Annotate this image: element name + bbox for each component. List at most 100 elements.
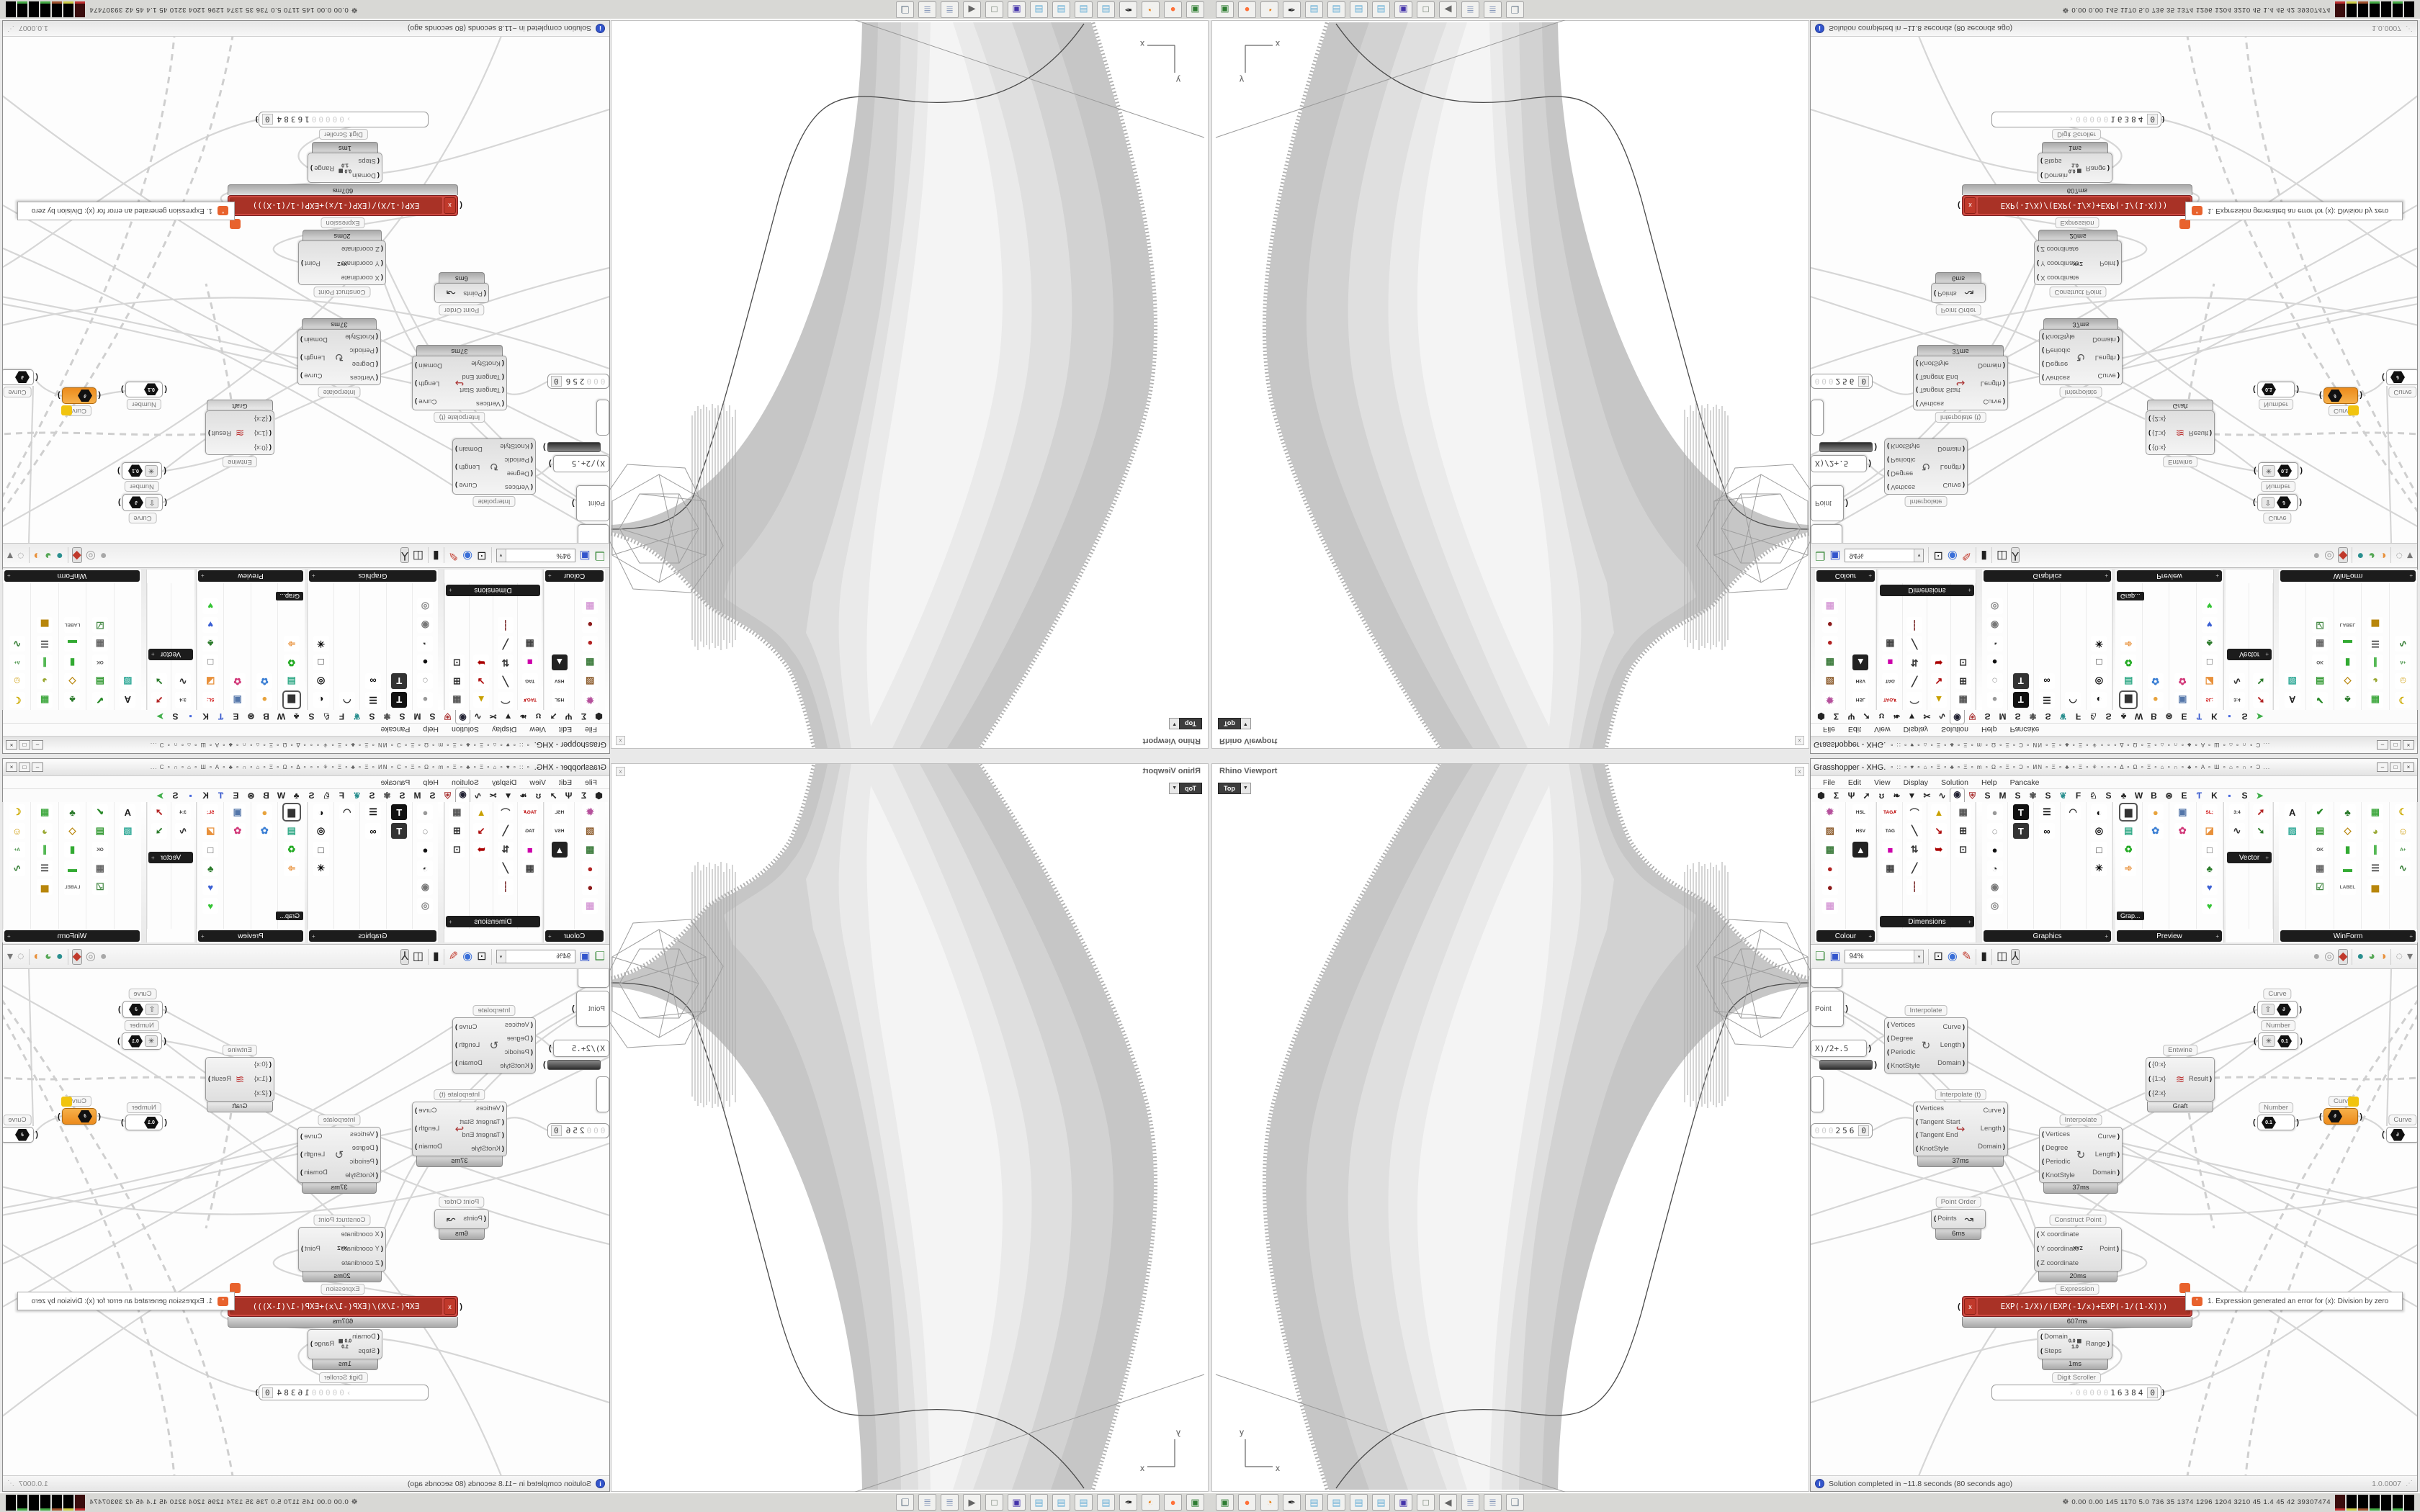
tab-plugin[interactable]: B (2151, 711, 2157, 721)
tab-plugin[interactable]: ♣ (2120, 791, 2127, 801)
component-body[interactable]: VerticesDegreePeriodicKnotStyleCurveLeng… (2039, 1127, 2123, 1183)
OK-icon[interactable]: OK (2312, 842, 2329, 858)
HSV-icon[interactable]: HSV (551, 823, 568, 839)
curve-param[interactable]: Curve⇧∂ (122, 494, 163, 523)
tab-surface[interactable]: ❧ (1893, 711, 1901, 721)
component-icon[interactable]: ✿ (2174, 823, 2191, 839)
tab-surface[interactable]: ❧ (1893, 791, 1901, 801)
close-icon[interactable]: x (616, 767, 625, 776)
green-ball-icon[interactable]: ◕ (45, 549, 52, 562)
chevron-down-icon[interactable]: ▾ (2406, 549, 2413, 562)
view-name[interactable]: Top (1179, 783, 1202, 794)
input-port[interactable]: Periodic (350, 1158, 379, 1166)
component-icon[interactable]: ● (256, 692, 273, 708)
close-button[interactable]: × (2403, 762, 2414, 772)
input-port[interactable]: Vertices (1887, 484, 1915, 492)
shaded-preview-icon[interactable]: ● (99, 549, 107, 562)
tab-plugin[interactable]: ➤ (2256, 711, 2264, 721)
interpolate-component[interactable]: InterpolateVerticesDegreePeriodicKnotSty… (1884, 438, 1968, 507)
component-body[interactable]: VerticesDegreePeriodicKnotStyleCurveLeng… (1884, 1017, 1968, 1074)
input-port[interactable]: Degree (507, 1035, 533, 1043)
component-icon[interactable]: ╲ (497, 673, 514, 689)
curve-param[interactable]: Curve⇧∂ (122, 989, 163, 1018)
component-icon[interactable]: ✹ (1821, 804, 1838, 820)
tab-plugin[interactable]: ❦ (2059, 791, 2067, 801)
panel-expand-icon[interactable]: + (2215, 572, 2219, 580)
tab-plugin[interactable]: S (2105, 791, 2112, 801)
interpolate-t-component[interactable]: Interpolate (t)VerticesTangent StartTang… (1913, 345, 2008, 423)
zoom-select[interactable]: 94% ▾ (496, 549, 575, 562)
tab-vector[interactable]: ➚ (550, 791, 557, 801)
component-icon[interactable]: ▨ (1821, 673, 1838, 689)
component-icon[interactable]: ♣ (202, 860, 219, 876)
menu-item-help[interactable]: Help (423, 725, 439, 734)
point-order-component[interactable]: Point OrderPoints↝6ms (434, 272, 489, 315)
dark-slider[interactable] (1819, 442, 1873, 452)
input-port[interactable]: Z coordinate (341, 245, 383, 253)
tab-plugin[interactable]: ▪ (2228, 711, 2231, 721)
output-port[interactable]: Domain (1978, 1143, 2005, 1151)
point-param[interactable]: Point (576, 485, 609, 521)
curve-param-clipped[interactable]: Curve∂ (2386, 1115, 2417, 1143)
panel-label-winform[interactable]: WinForm + (4, 570, 140, 582)
panel-label-preview[interactable]: Preview + (198, 930, 303, 942)
tab-plugin[interactable]: S (399, 711, 405, 721)
component-icon[interactable]: ➥ (1930, 654, 1947, 670)
component-icon[interactable]: ♥ (202, 598, 219, 614)
component-icon[interactable]: ⌒ (497, 692, 514, 708)
viewport-view-button[interactable]: Top ▼ (1169, 783, 1202, 794)
tab-plugin[interactable]: ♘ (2089, 791, 2097, 801)
component-body[interactable]: VerticesDegreePeriodicKnotStyleCurveLeng… (2039, 329, 2123, 385)
clipped-box[interactable] (596, 1076, 609, 1112)
canvas[interactable]: PointInterpolateVerticesDegreePeriodicKn… (1811, 969, 2417, 1477)
component-icon[interactable]: ⇅ (1906, 842, 1923, 858)
component-icon[interactable]: ╱ (1906, 636, 1923, 652)
input-port[interactable]: Z coordinate (2037, 1260, 2079, 1267)
menu-item-edit[interactable]: Edit (1847, 725, 1862, 734)
component-icon[interactable]: ◌ (1986, 823, 2003, 839)
speaker-icon[interactable]: ◀ (963, 1, 981, 18)
tab-plugin[interactable]: ▪ (189, 791, 192, 801)
component-body[interactable]: Points↝ (434, 1209, 489, 1229)
component-icon[interactable]: □ (2201, 654, 2218, 670)
input-port[interactable]: Tangent End (1916, 1132, 1958, 1139)
component-icon[interactable]: ▦ (91, 636, 108, 652)
tab-plugin[interactable]: S (369, 791, 375, 801)
output-port[interactable]: Range (310, 1340, 334, 1348)
output-port[interactable]: Curve (455, 1023, 477, 1031)
component-icon[interactable]: ∿ (175, 823, 191, 839)
wire[interactable] (3, 1142, 609, 1215)
digit-last[interactable]: 0 (262, 114, 273, 125)
window-icon[interactable]: ❏ (896, 1, 914, 18)
tab-plugin[interactable]: F (339, 711, 345, 721)
output-port[interactable]: Domain (1978, 361, 2005, 369)
param-body[interactable]: ∂ (3, 1127, 34, 1143)
tab-plugin[interactable]: S (369, 711, 375, 721)
number-param[interactable]: Number0.1 (125, 382, 163, 410)
panel-expand-icon[interactable]: + (2409, 572, 2413, 580)
component-icon[interactable]: ▅ (2367, 879, 2383, 895)
component-icon[interactable]: ◎ (417, 898, 434, 914)
output-port[interactable]: Length (300, 1151, 325, 1158)
monitor-icon[interactable]: □ (985, 1, 1003, 18)
input-port[interactable]: {0:x} (254, 1061, 272, 1068)
close-icon[interactable]: x (1795, 736, 1804, 745)
component-icon[interactable]: ☰ (365, 692, 381, 708)
blender-icon[interactable]: ◔ (1260, 1, 1278, 18)
component-icon[interactable]: ◎ (313, 823, 329, 839)
digit-scroller[interactable]: Digit Scroller ›00000 16384 0 (259, 112, 429, 140)
component-icon[interactable]: ● (417, 692, 434, 708)
resize-grip[interactable]: ⋰ (2406, 24, 2413, 32)
expression-clipped[interactable]: X)/2+.5 (1811, 1040, 1867, 1057)
output-port[interactable]: Curve (415, 397, 436, 405)
tab-plugin[interactable]: S (1984, 711, 1991, 721)
tab-plugin[interactable]: ⊛ (2165, 791, 2173, 801)
HSL-icon[interactable]: HSL (551, 692, 568, 708)
component-icon[interactable]: ✿ (2147, 673, 2164, 689)
component-icon[interactable]: □ (2091, 654, 2107, 670)
component-icon[interactable]: ● (1986, 654, 2003, 670)
digit-last[interactable]: 0 (551, 1125, 562, 1136)
number-param[interactable]: Number✳0.1 (122, 1020, 162, 1050)
component-body[interactable]: X coordinateY coordinateZ coordinatePoin… (298, 240, 386, 285)
